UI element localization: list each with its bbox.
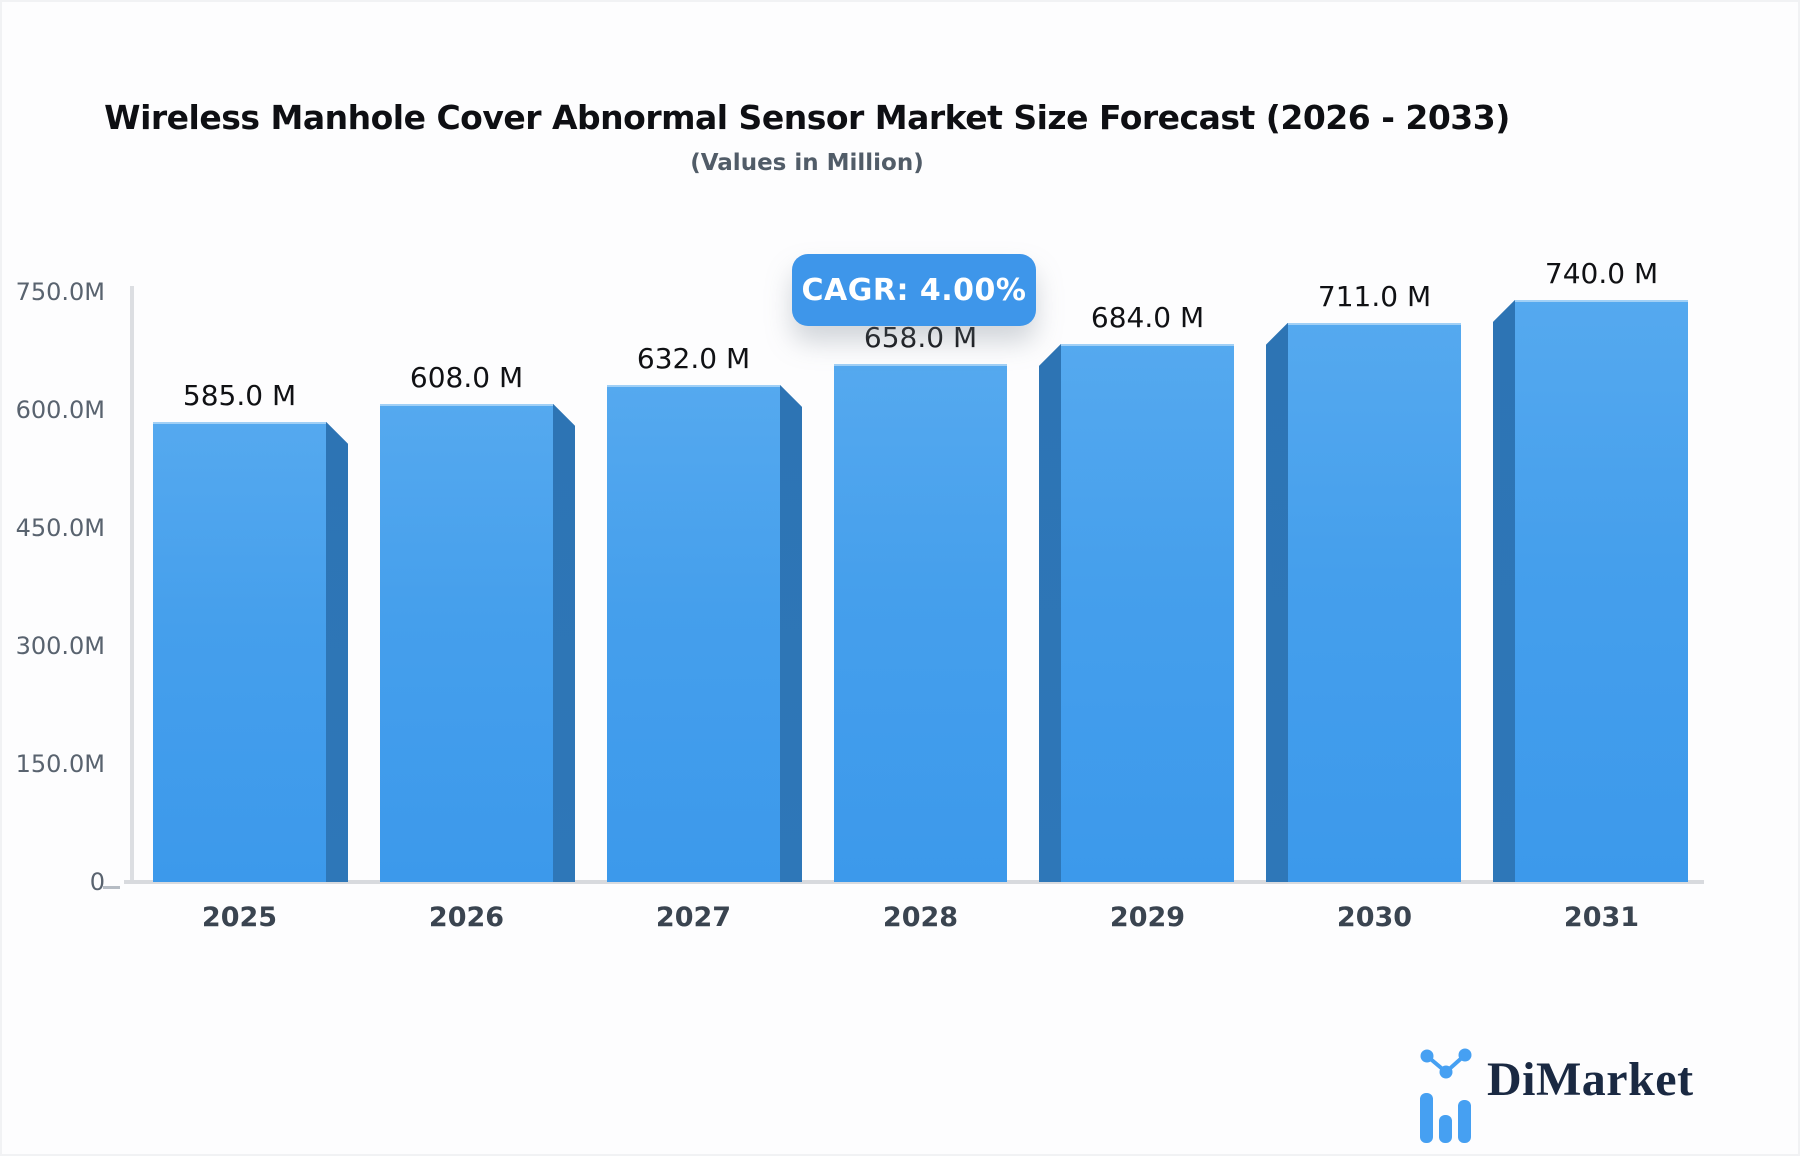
bar-value-label: 711.0 M — [1317, 279, 1432, 313]
bar-2031 — [1515, 299, 1688, 882]
x-tick-label-2031: 2031 — [1563, 902, 1640, 933]
cagr-badge: CAGR: 4.00% — [792, 254, 1036, 326]
bar-2028 — [834, 364, 1007, 882]
y-tick-label: 300.0M — [15, 632, 105, 660]
y-tick-label: 450.0M — [15, 514, 105, 542]
x-tick-label-2027: 2027 — [655, 902, 732, 933]
bar-value-label: 684.0 M — [1090, 300, 1205, 334]
bar-3d-side — [780, 384, 802, 882]
y-tick-label: 150.0M — [15, 750, 105, 778]
y-axis-line — [130, 286, 134, 884]
bar-3d-side — [326, 421, 348, 882]
x-tick-label-2030: 2030 — [1336, 902, 1413, 933]
x-tick-label-2025: 2025 — [201, 902, 278, 933]
x-tick-label-2029: 2029 — [1109, 902, 1186, 933]
brand-logo-text: DiMarket — [1487, 1053, 1694, 1106]
bar-value-label: 632.0 M — [636, 341, 751, 375]
bar-3d-side — [1493, 299, 1515, 882]
bar-value-label: 658.0 M — [863, 321, 978, 355]
y-tick-label: 600.0M — [15, 396, 105, 424]
bar-3d-side — [553, 403, 575, 882]
y-tick-label: 750.0M — [15, 278, 105, 306]
chart-subtitle: (Values in Million) — [690, 150, 924, 176]
chart-title: Wireless Manhole Cover Abnormal Sensor M… — [104, 98, 1510, 137]
bar-2026 — [380, 403, 553, 882]
bar-3d-side — [1039, 343, 1061, 882]
x-tick-label-2026: 2026 — [428, 902, 505, 933]
bar-2027 — [607, 384, 780, 882]
y-tick-mark — [103, 886, 120, 889]
bar-value-label: 740.0 M — [1544, 256, 1659, 290]
bar-value-label: 608.0 M — [409, 360, 524, 394]
bar-3d-side — [1266, 322, 1288, 882]
brand-logo: DiMarket — [1407, 1044, 1694, 1144]
bar-2029 — [1061, 343, 1234, 882]
x-axis-line — [124, 880, 1704, 884]
y-tick-label: 0 — [89, 868, 105, 896]
cagr-badge-label: CAGR: 4.00% — [801, 272, 1027, 308]
brand-logo-icon — [1420, 1048, 1472, 1143]
x-tick-label-2028: 2028 — [882, 902, 959, 933]
bar-2030 — [1288, 322, 1461, 882]
bar-2025 — [153, 421, 326, 882]
bar-value-label: 585.0 M — [182, 378, 297, 412]
